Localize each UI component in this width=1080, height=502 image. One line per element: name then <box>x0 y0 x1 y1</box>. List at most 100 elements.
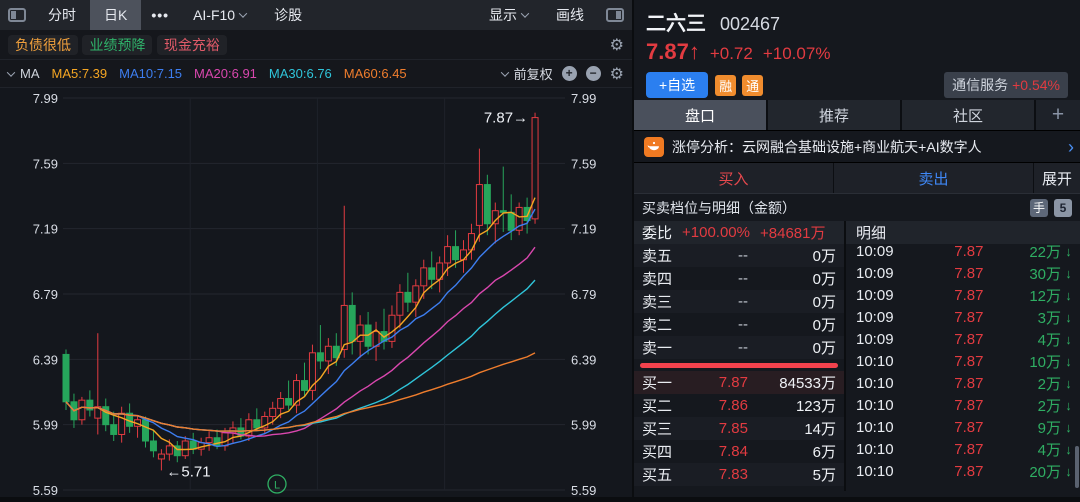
toolbar-item-ai-f10[interactable]: AI-F10 <box>179 0 260 30</box>
sell-level-row[interactable]: 卖五 -- 0万 <box>634 244 844 267</box>
level-amount: 0万 <box>812 294 836 311</box>
buy-level-row[interactable]: 买二 7.86 123万 <box>634 394 844 417</box>
unit-hand-badge[interactable]: 手 <box>1030 198 1048 217</box>
high-price-annotation: 7.87→ <box>484 110 528 127</box>
candle-body <box>94 406 102 419</box>
toolbar-item-label: 日K <box>104 7 128 23</box>
y-axis-tick-right: 5.99 <box>571 418 596 433</box>
tick-price: 7.87 <box>954 396 984 414</box>
candle-body <box>165 445 173 455</box>
chevron-right-icon: › <box>1068 136 1074 157</box>
market-badge-1[interactable]: 通 <box>742 74 764 96</box>
tick-row: 10:09 7.87 4万 ↓ <box>846 328 1080 350</box>
down-arrow-icon: ↓ <box>1065 375 1072 391</box>
orderbook-and-ticks: 委比 +100.00% +84681万 卖五 -- 0万 卖四 -- 0万 卖三 -- 0万 卖二… <box>634 221 1080 491</box>
tick-detail-column: 明细 10:09 7.87 22万 ↓ 10:09 7.87 30万 ↓ 10:09 7.87 12… <box>846 221 1080 491</box>
tick-time: 10:09 <box>856 264 894 282</box>
adjust-mode-select[interactable]: 前复权 <box>500 64 553 83</box>
toolbar-item-draw[interactable]: 画线 <box>542 0 598 30</box>
candle-body <box>340 304 348 351</box>
y-axis-tick-right: 7.99 <box>571 91 596 106</box>
gear-icon[interactable]: ⚙ <box>609 65 624 83</box>
analysis-text: 涨停分析：云网融合基础设施+商业航天+AI数字人 <box>672 138 982 155</box>
candle-body <box>316 352 324 362</box>
candle-body <box>404 291 412 303</box>
candle-body <box>531 117 539 220</box>
buy-button[interactable]: 买入 <box>634 163 834 193</box>
candle-body <box>293 380 301 406</box>
market-badge-0[interactable]: 融 <box>715 74 737 96</box>
candle-body <box>483 184 491 225</box>
y-axis-tick-right: 7.19 <box>571 222 596 237</box>
left-panel-toggle-icon[interactable] <box>8 8 26 22</box>
toolbar-item-display[interactable]: 显示 <box>475 0 542 30</box>
down-arrow-icon: ↓ <box>1065 331 1072 347</box>
tick-row: 10:10 7.87 20万 ↓ <box>846 460 1080 482</box>
level-label: 卖一 <box>642 340 673 357</box>
limit-up-analysis-row[interactable]: 涨停分析：云网融合基础设施+商业航天+AI数字人 › <box>634 131 1080 163</box>
candlestick-chart[interactable]: 7.99 7.99 7.59 7.59 7.19 7.19 6.79 6.79 6.39 6.39… <box>0 88 632 498</box>
candle-body <box>102 406 110 426</box>
zoom-out-icon[interactable]: − <box>585 66 601 81</box>
weibi-pct: +100.00% <box>682 224 750 241</box>
stock-tag-debt-low[interactable]: 负债很低 <box>8 34 78 55</box>
level-amount: 84533万 <box>779 375 836 392</box>
sector-chip[interactable]: 通信服务 +0.54% <box>944 72 1068 98</box>
tick-volume: 4万 <box>1037 441 1061 459</box>
chart-panel: 分时 日K ••• AI-F10 诊股 显示 画线 负债很低 业绩预降 现金充裕 ⚙ MA… <box>0 0 632 498</box>
tick-row: 10:09 7.87 3万 ↓ <box>846 306 1080 328</box>
ma-line-ma5 <box>65 197 536 451</box>
buy-level-row[interactable]: 买三 7.85 14万 <box>634 417 844 440</box>
level-amount: 0万 <box>812 248 836 265</box>
toolbar-item-more[interactable]: ••• <box>141 0 179 30</box>
buy-level-row[interactable]: 买一 7.87 84533万 <box>634 371 844 394</box>
toolbar-item-minute[interactable]: 分时 <box>34 0 90 30</box>
candle-body <box>269 407 277 418</box>
scrollbar-thumb[interactable] <box>1075 446 1079 488</box>
tick-row: 10:09 7.87 22万 ↓ <box>846 240 1080 262</box>
sell-button[interactable]: 卖出 <box>834 163 1034 193</box>
level-count-badge[interactable]: 5 <box>1054 198 1072 217</box>
ma-collapse[interactable]: MA <box>6 66 40 81</box>
tick-volume: 12万 <box>1029 287 1061 305</box>
down-arrow-icon: ↓ <box>1065 463 1072 479</box>
add-tab-button[interactable]: + <box>1036 100 1080 130</box>
candle-body <box>388 314 396 342</box>
adjust-mode-label: 前复权 <box>513 67 553 82</box>
weibi-bar <box>640 362 838 368</box>
tab-shequ[interactable]: 社区 <box>902 100 1034 130</box>
tick-volume: 10万 <box>1029 353 1061 371</box>
sell-level-row[interactable]: 卖二 -- 0万 <box>634 313 844 336</box>
level-price: 7.83 <box>718 466 748 483</box>
tab-pankou[interactable]: 盘口 <box>634 100 766 130</box>
stock-tag-cash-rich[interactable]: 现金充裕 <box>156 34 227 55</box>
chevron-down-icon <box>238 9 248 18</box>
level-label: 买一 <box>642 375 673 392</box>
sell-level-row[interactable]: 卖一 -- 0万 <box>634 336 844 359</box>
toolbar-item-diagnose[interactable]: 诊股 <box>260 0 316 30</box>
tick-price: 7.87 <box>954 440 984 458</box>
stock-tag-earnings-down[interactable]: 业绩预降 <box>82 34 153 55</box>
tick-row: 10:10 7.87 10万 ↓ <box>846 350 1080 372</box>
tick-volume: 3万 <box>1037 309 1061 327</box>
tick-price: 7.87 <box>954 242 984 260</box>
tick-time: 10:10 <box>856 396 894 414</box>
buy-level-row[interactable]: 买四 7.84 6万 <box>634 440 844 463</box>
level-amount: 14万 <box>804 421 836 438</box>
chevron-down-icon <box>500 67 509 77</box>
expand-button[interactable]: 展开 <box>1041 170 1072 188</box>
sell-level-row[interactable]: 卖四 -- 0万 <box>634 267 844 290</box>
level-price: 7.86 <box>718 397 748 414</box>
add-watchlist-button[interactable]: +自选 <box>646 72 709 98</box>
down-arrow-icon: ↓ <box>1065 419 1072 435</box>
candle-body <box>491 210 499 225</box>
gear-icon[interactable]: ⚙ <box>609 36 624 54</box>
sell-level-row[interactable]: 卖三 -- 0万 <box>634 290 844 313</box>
buy-level-row[interactable]: 买五 7.83 5万 <box>634 463 844 486</box>
zoom-in-icon[interactable]: + <box>561 66 577 81</box>
candle-body <box>221 432 229 447</box>
toolbar-item-day-k[interactable]: 日K <box>90 0 142 30</box>
tab-tuijian[interactable]: 推荐 <box>768 100 900 130</box>
candle-body <box>245 419 253 437</box>
right-panel-toggle-icon[interactable] <box>606 8 624 22</box>
